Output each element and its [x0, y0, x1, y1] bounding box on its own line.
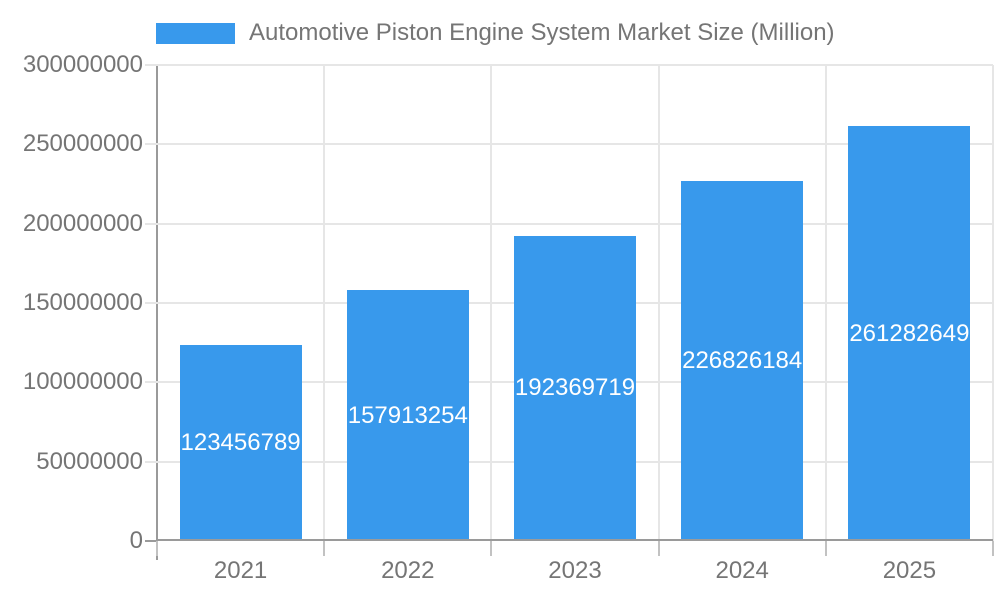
- gridline-vertical: [657, 65, 660, 541]
- x-tick-mark: [824, 541, 827, 556]
- y-tick-label: 150000000: [22, 289, 143, 316]
- gridline-horizontal: [157, 222, 993, 225]
- bar-value-label: 192369719: [514, 374, 636, 402]
- gridline-vertical: [323, 65, 326, 541]
- x-tick-label: 2023: [548, 557, 602, 584]
- y-tick-mark: [145, 64, 157, 66]
- x-tick-label: 2024: [715, 557, 769, 584]
- legend-label: Automotive Piston Engine System Market S…: [249, 19, 835, 46]
- gridline-vertical: [490, 65, 493, 541]
- bar-2025: 261282649: [848, 126, 971, 541]
- x-tick-mark: [156, 541, 158, 556]
- y-axis-line: [156, 64, 158, 560]
- y-tick-label: 0: [129, 527, 143, 554]
- legend-swatch: [156, 22, 235, 44]
- y-tick-label: 100000000: [22, 368, 143, 396]
- gridline-vertical: [824, 65, 827, 541]
- x-tick-mark: [490, 541, 493, 556]
- bar-2021: 123456789: [179, 345, 302, 541]
- y-tick-label: 250000000: [22, 130, 143, 158]
- gridline-horizontal: [157, 64, 993, 66]
- gridline-vertical: [992, 65, 994, 541]
- bar-2024: 226826184: [681, 181, 804, 541]
- bar-2022: 157913254: [346, 290, 469, 541]
- bar-value-label: 226826184: [682, 347, 803, 375]
- y-tick-label: 300000000: [22, 51, 143, 78]
- x-tick-mark: [657, 541, 660, 556]
- y-tick-mark: [145, 540, 157, 542]
- plot-area: 123456789 157913254 192369719 226826184 2612…: [157, 64, 994, 541]
- y-tick-mark: [145, 222, 157, 225]
- y-tick-mark: [145, 302, 157, 304]
- y-tick-label: 50000000: [36, 447, 143, 475]
- y-tick-mark: [145, 381, 157, 384]
- y-tick-mark: [145, 143, 157, 146]
- bar-2023: 192369719: [514, 235, 636, 541]
- bar-value-label: 261282649: [849, 319, 970, 347]
- x-tick-label: 2021: [213, 557, 268, 584]
- x-tick-mark: [323, 541, 326, 556]
- x-tick-mark: [992, 541, 994, 556]
- bar-value-label: 123456789: [180, 429, 301, 457]
- y-tick-label: 200000000: [22, 209, 143, 237]
- x-axis-baseline: [157, 539, 993, 541]
- x-tick-label: 2025: [882, 557, 937, 584]
- gridline-horizontal: [157, 143, 993, 146]
- y-tick-mark: [145, 460, 157, 463]
- legend: Automotive Piston Engine System Market S…: [156, 20, 835, 46]
- x-tick-label: 2022: [381, 557, 435, 584]
- bar-value-label: 157913254: [347, 401, 468, 429]
